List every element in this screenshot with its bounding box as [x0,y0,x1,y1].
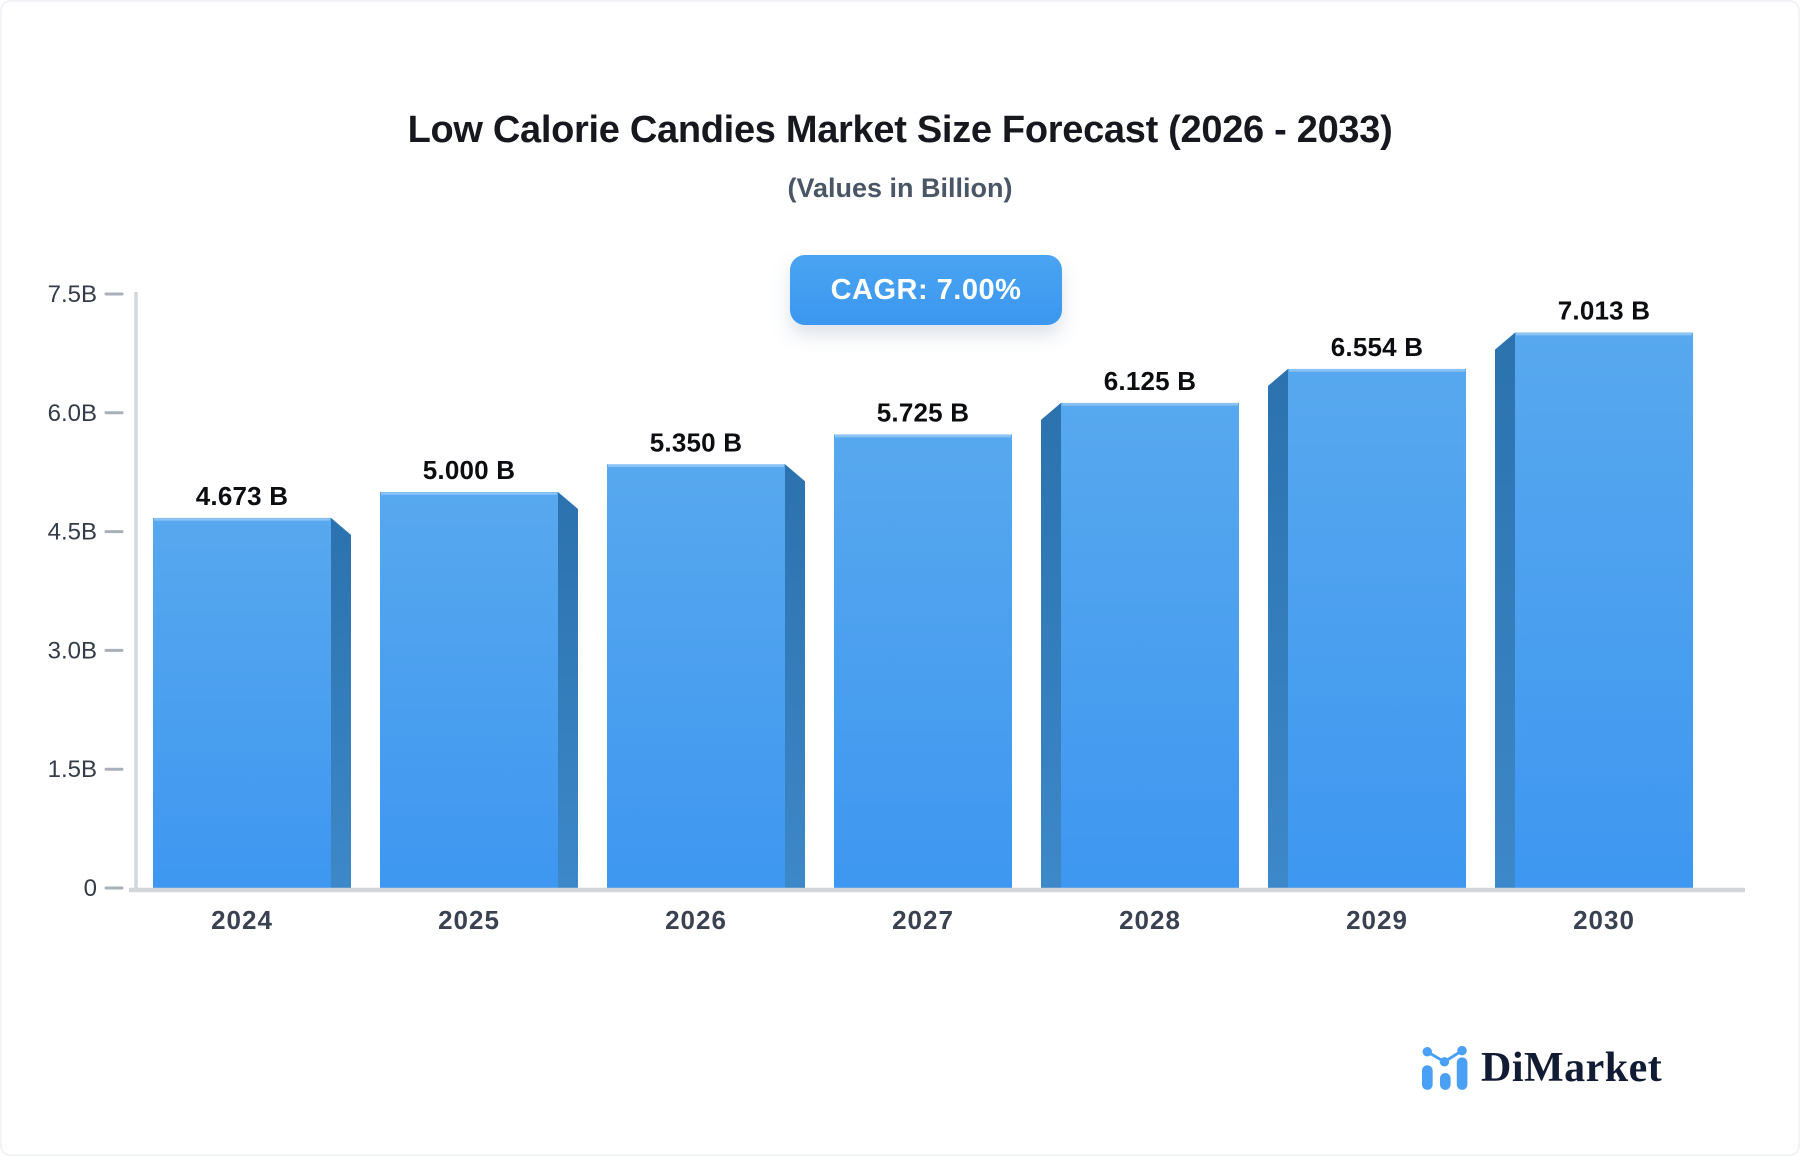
bar-value-label: 6.125 B [1104,366,1196,396]
cagr-badge: CAGR: 7.00% [790,255,1062,325]
bar-value-label: 7.013 B [1558,296,1650,326]
y-tick-label: 6.0B [48,400,97,427]
bar-2025: 5.000 B 2025 [380,455,578,935]
x-axis-label: 2028 [1119,905,1181,935]
y-axis: 0 1.5B 3.0B 4.5B 6.0B 7.5B [48,281,138,902]
y-tick-label: 0 [84,875,97,902]
bar-face [153,517,331,888]
bar-side-face [785,464,805,888]
bar-side-face [331,517,351,888]
y-tick-label: 3.0B [48,637,97,664]
bar-side-face [1041,402,1061,888]
bar-side-face [558,492,578,888]
bar-face [607,464,785,888]
bar-face [380,492,558,888]
bar-2030: 7.013 B 2030 [1495,296,1693,935]
bar-value-label: 5.725 B [877,398,969,428]
bar-side-face [1268,368,1288,888]
y-tick-label: 1.5B [48,756,97,783]
chart-title: Low Calorie Candies Market Size Forecast… [407,109,1393,151]
x-axis-label: 2027 [892,905,954,935]
bar-value-label: 5.000 B [423,455,515,485]
bar-value-label: 5.350 B [650,427,742,457]
chart-subtitle: (Values in Billion) [787,173,1013,203]
bar-2026: 5.350 B 2026 [607,427,805,935]
bar-face [1061,402,1239,888]
bar-2024: 4.673 B 2024 [153,481,351,935]
bar-2029: 6.554 B 2029 [1268,332,1466,935]
bar-face [834,434,1012,888]
dimarket-logo: DiMarket [1422,1042,1662,1094]
bar-value-label: 4.673 B [196,481,288,511]
bar-2028: 6.125 B 2028 [1041,366,1239,935]
x-axis-label: 2029 [1346,905,1408,935]
y-tick-label: 4.5B [48,519,97,546]
y-tick-label: 7.5B [48,281,97,308]
bar-side-face [1495,332,1515,888]
x-axis-label: 2024 [211,905,273,935]
logo-text: DiMarket [1481,1045,1663,1091]
x-axis-label: 2025 [438,905,500,935]
bar-2027: 5.725 B 2027 [834,398,1012,935]
bar-face [1515,332,1693,888]
bar-chart-logo-icon [1422,1046,1468,1090]
x-axis-label: 2030 [1573,905,1635,935]
x-axis-label: 2026 [665,905,727,935]
bar-face [1288,368,1466,888]
bar-value-label: 6.554 B [1331,332,1423,362]
